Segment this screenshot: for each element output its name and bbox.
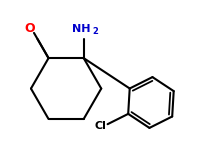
Text: O: O — [25, 22, 35, 35]
Text: Cl: Cl — [94, 121, 106, 131]
Text: 2: 2 — [92, 27, 98, 36]
Text: NH: NH — [72, 24, 91, 34]
